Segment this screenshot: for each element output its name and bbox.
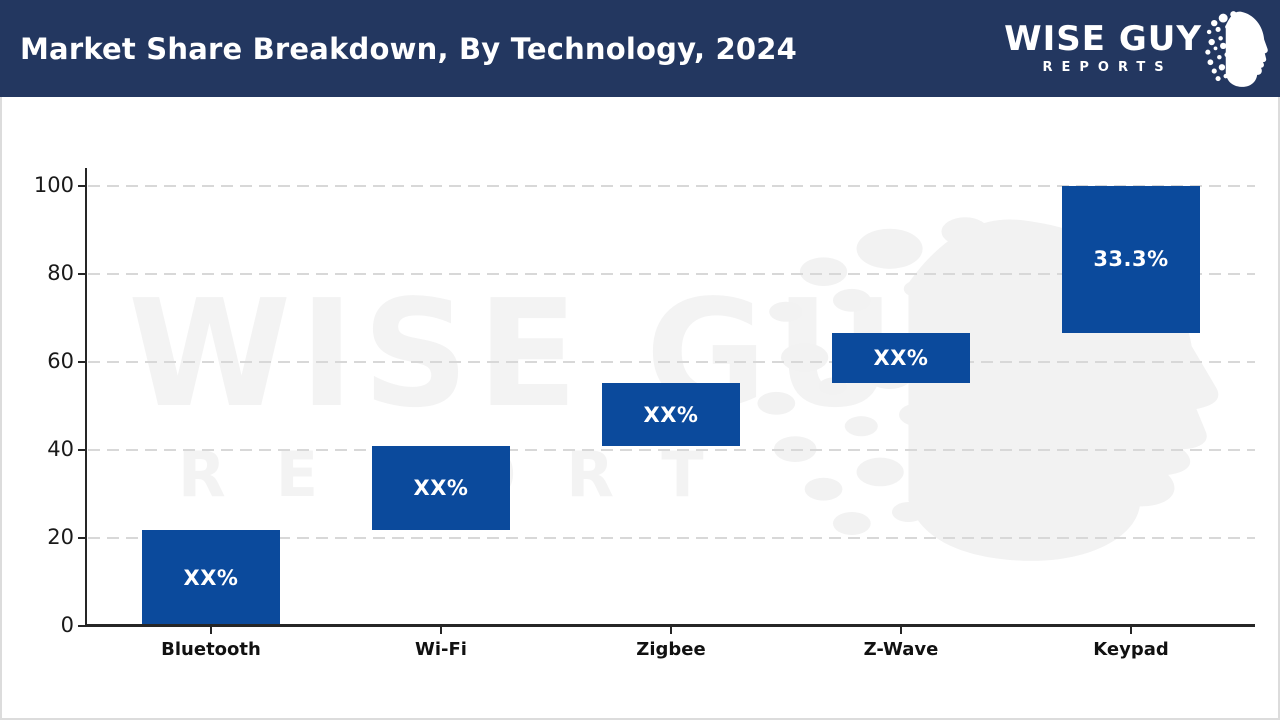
y-tick-label-0: 0 xyxy=(60,613,74,637)
header: Market Share Breakdown, By Technology, 2… xyxy=(0,0,1280,97)
x-tick-wi-fi xyxy=(440,627,442,634)
y-tick-100 xyxy=(78,185,86,187)
gridline-80 xyxy=(88,273,1255,275)
y-tick-label-60: 60 xyxy=(47,349,74,373)
brand-logo: WISE GUY REPORTS xyxy=(1004,8,1268,90)
y-axis-line xyxy=(85,168,87,626)
x-tick-keypad xyxy=(1130,627,1132,634)
x-axis-line xyxy=(85,624,1255,627)
y-tick-label-80: 80 xyxy=(47,261,74,285)
x-tick-z-wave xyxy=(900,627,902,634)
gridline-100 xyxy=(88,185,1255,187)
category-label-wi-fi: Wi-Fi xyxy=(415,639,467,660)
bar-zigbee: XX% xyxy=(602,383,740,447)
category-label-bluetooth: Bluetooth xyxy=(161,639,261,660)
bar-value-label: XX% xyxy=(413,476,469,501)
y-tick-20 xyxy=(78,537,86,539)
bar-keypad: 33.3% xyxy=(1062,186,1200,333)
bar-value-label: XX% xyxy=(183,566,239,591)
y-tick-40 xyxy=(78,449,86,451)
bar-value-label: XX% xyxy=(643,402,699,427)
brand-subtitle: REPORTS xyxy=(1042,60,1173,75)
bar-value-label: XX% xyxy=(873,345,929,370)
bar-value-label: 33.3% xyxy=(1093,247,1169,272)
y-tick-label-20: 20 xyxy=(47,525,74,549)
gridline-60 xyxy=(88,361,1255,363)
bar-wi-fi: XX% xyxy=(372,446,510,531)
bar-bluetooth: XX% xyxy=(142,530,280,626)
y-tick-label-100: 100 xyxy=(33,173,74,197)
y-tick-60 xyxy=(78,361,86,363)
brand-text: WISE GUY REPORTS xyxy=(1004,22,1202,75)
x-tick-zigbee xyxy=(670,627,672,634)
category-label-z-wave: Z-Wave xyxy=(863,639,939,660)
wiseguy-face-icon xyxy=(1204,8,1268,90)
gridline-40 xyxy=(88,449,1255,451)
y-tick-0 xyxy=(78,625,86,627)
gridline-20 xyxy=(88,537,1255,539)
page-title: Market Share Breakdown, By Technology, 2… xyxy=(20,31,798,66)
x-tick-bluetooth xyxy=(210,627,212,634)
bar-z-wave: XX% xyxy=(832,332,970,384)
brand-name: WISE GUY xyxy=(1004,19,1202,59)
category-label-zigbee: Zigbee xyxy=(636,639,706,660)
y-tick-80 xyxy=(78,273,86,275)
y-tick-label-40: 40 xyxy=(47,437,74,461)
category-label-keypad: Keypad xyxy=(1093,639,1169,660)
